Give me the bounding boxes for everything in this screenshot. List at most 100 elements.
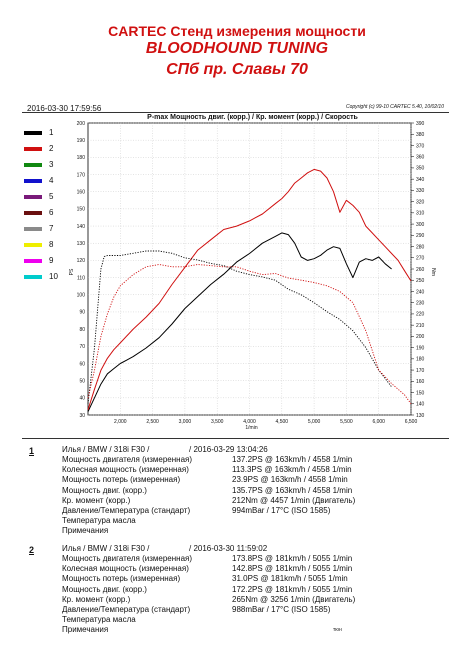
result-label: Мощность потерь (измеренная) <box>62 475 181 485</box>
y-right-tick-label: 170 <box>416 368 425 374</box>
y-right-tick-label: 150 <box>416 390 425 396</box>
legend-number: 9 <box>49 256 54 265</box>
run-number: 1 <box>29 446 35 456</box>
y-right-tick-label: 160 <box>416 379 425 385</box>
run-number: 2 <box>29 545 35 555</box>
report-timestamp: 2016-03-30 17:59:56 <box>27 104 102 113</box>
y-left-tick-label: 70 <box>79 344 85 350</box>
y-left-tick-label: 130 <box>77 241 86 247</box>
result-label: Мощность двиг. (корр.) <box>62 584 147 594</box>
x-tick-label: 6,500 <box>405 419 418 425</box>
y-right-tick-label: 350 <box>416 166 425 172</box>
copyright-note: Copyright (c) 99-10 CARTEC 5.40, 10/02/1… <box>345 104 444 110</box>
result-value: 173.8PS @ 181km/h / 5055 1/min <box>232 554 353 563</box>
header-stand-title: CARTEC Стенд измерения мощности <box>108 23 366 39</box>
legend-swatch <box>24 259 42 263</box>
result-label: Мощность потерь (измеренная) <box>62 574 181 584</box>
y-left-tick-label: 60 <box>79 361 85 367</box>
legend-number: 4 <box>49 176 54 185</box>
y-left-tick-label: 110 <box>77 275 85 281</box>
x-tick-label: 3,000 <box>179 419 192 425</box>
result-value: 988mBar / 17°C (ISO 1585) <box>232 605 331 614</box>
result-label: Кр. момент (корр.) <box>62 594 131 604</box>
legend-swatch <box>24 243 42 247</box>
y-left-tick-label: 140 <box>77 224 86 230</box>
result-value: 172.2PS @ 181km/h / 5055 1/min <box>232 584 353 594</box>
legend-swatch <box>24 163 42 167</box>
power-curve-run-2 <box>87 168 412 410</box>
result-label: Мощность двигателя (измеренная) <box>62 554 193 563</box>
y-left-tick-label: 160 <box>77 190 86 196</box>
y-right-tick-label: 280 <box>416 244 425 250</box>
top-divider <box>22 112 449 113</box>
chart-title: P-max Мощность двиг. (корр.) / Кр. момен… <box>147 114 358 121</box>
legend-swatch <box>24 131 42 135</box>
dyno-chart: 2,000 2,500 3,000 3,500 4,000 4,500 5,000 5,500… <box>69 121 436 431</box>
result-label: Колесная мощность (измеренная) <box>62 465 189 475</box>
y-right-tick-label: 360 <box>416 154 425 160</box>
legend-swatch <box>24 147 42 151</box>
result-value: 212Nm @ 4457 1/min (Двигатель) <box>232 495 356 505</box>
y-right-tick-label: 340 <box>416 177 425 183</box>
result-label: Колесная мощность (измеренная) <box>62 564 189 574</box>
legend-swatch <box>24 227 42 231</box>
y-right-tick-label: 300 <box>416 222 425 228</box>
y-left-tick-label: 120 <box>77 258 86 264</box>
y-left-tick-label: 200 <box>77 121 86 127</box>
legend-swatch <box>24 195 42 199</box>
result-label: Давление/Температура (стандарт) <box>62 605 191 614</box>
x-tick-label: 5,500 <box>340 419 353 425</box>
result-value: 137.2PS @ 163km/h / 4558 1/min <box>232 455 353 464</box>
header-address: СПб пр. Славы 70 <box>166 61 308 78</box>
y-left-tick-label: 170 <box>77 172 86 178</box>
x-tick-label: 3,500 <box>211 419 224 425</box>
legend-number: 3 <box>49 160 54 169</box>
result-value: 31.0PS @ 181km/h / 5055 1/min <box>232 574 348 584</box>
y-right-tick-label: 290 <box>416 233 425 239</box>
x-tick-label: 6,000 <box>372 419 385 425</box>
y-right-tick-label: 370 <box>416 143 425 149</box>
result-value: 265Nm @ 3256 1/min (Двигатель) <box>232 594 356 604</box>
result-value: 135.7PS @ 163km/h / 4558 1/min <box>232 485 353 495</box>
y-left-tick-label: 100 <box>77 293 86 299</box>
x-axis-label: 1/min <box>245 425 257 431</box>
legend-number: 2 <box>49 144 54 153</box>
y-right-axis-label: Nm <box>430 268 436 276</box>
y-right-tick-label: 260 <box>416 267 425 273</box>
run-datetime: / 2016-03-29 13:04:26 <box>189 445 268 454</box>
legend-swatch <box>24 179 42 183</box>
result-label: Примечания <box>62 526 109 536</box>
result-label: Мощность двиг. (корр.) <box>62 485 147 495</box>
y-right-tick-label: 270 <box>416 256 425 262</box>
x-tick-label: 2,500 <box>146 419 159 425</box>
power-curve-run-1 <box>87 232 392 412</box>
y-left-tick-label: 80 <box>79 327 85 333</box>
y-right-tick-label: 320 <box>416 199 425 205</box>
result-label: Кр. момент (корр.) <box>62 495 131 505</box>
legend-number: 10 <box>49 272 58 281</box>
y-left-tick-label: 180 <box>77 155 86 161</box>
legend-number: 6 <box>49 208 54 217</box>
result-label: Давление/Температура (стандарт) <box>62 506 191 515</box>
torque-curve-run-1 <box>87 250 392 404</box>
y-right-tick-label: 210 <box>416 323 425 329</box>
result-label: Температура масла <box>62 516 136 526</box>
run-datetime: / 2016-03-30 11:59:02 <box>189 544 268 553</box>
y-left-tick-label: 150 <box>77 207 86 213</box>
y-right-tick-label: 140 <box>416 402 425 408</box>
result-value: 23.9PS @ 163km/h / 4558 1/min <box>232 475 348 485</box>
y-right-tick-label: 330 <box>416 188 425 194</box>
legend-number: 1 <box>49 128 54 137</box>
y-right-tick-label: 200 <box>416 334 425 340</box>
y-right-tick-label: 390 <box>416 121 425 127</box>
y-left-tick-label: 50 <box>79 378 85 384</box>
results-divider <box>22 438 449 439</box>
legend-swatch <box>24 211 42 215</box>
run-vehicle: Илья / BMW / 318i F30 / <box>62 544 150 553</box>
y-right-tick-label: 130 <box>416 413 425 419</box>
y-left-tick-label: 30 <box>79 413 85 419</box>
y-left-axis-label: PS <box>69 268 75 275</box>
result-value: 994mBar / 17°C (ISO 1585) <box>232 506 331 515</box>
run-note: тюн <box>333 627 342 634</box>
x-tick-label: 5,000 <box>308 419 321 425</box>
